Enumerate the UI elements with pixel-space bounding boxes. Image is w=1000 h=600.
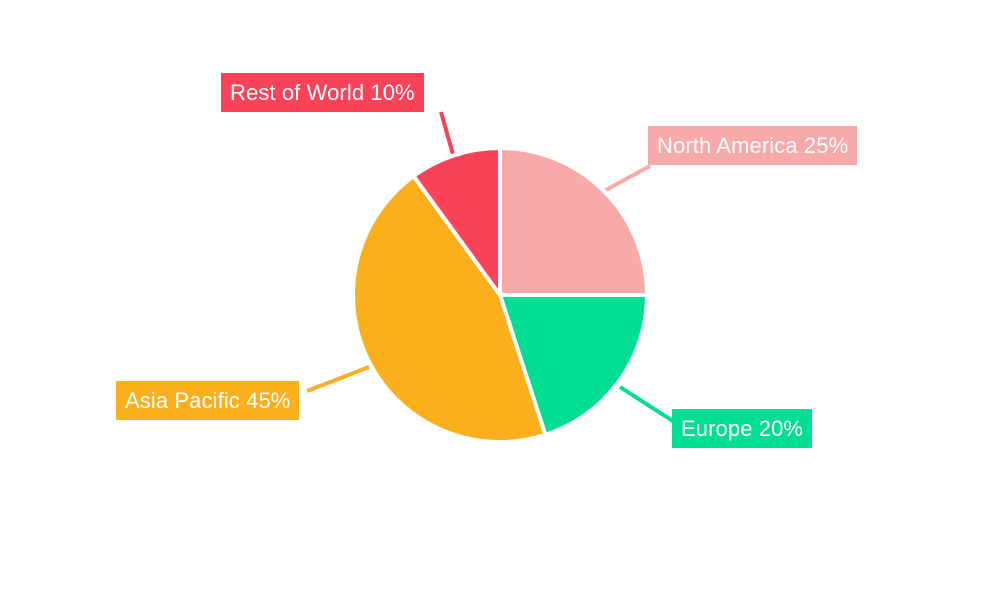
pie-slice-rest-of-world[interactable] xyxy=(410,145,502,302)
pie-label-rest-of-world[interactable]: Rest of World 10% xyxy=(221,73,424,112)
pie-label-asia-pacific[interactable]: Asia Pacific 45% xyxy=(116,381,300,420)
leader-line-europe xyxy=(618,385,678,425)
pie-label-asia-pacific-text: Asia Pacific 45% xyxy=(125,387,291,413)
pie-slice-asia-pacific[interactable] xyxy=(350,173,548,444)
leader-line-rest-of-world xyxy=(439,111,456,159)
pie-label-rest-of-world-text: Rest of World 10% xyxy=(230,79,415,105)
pie-label-north-america[interactable]: North America 25% xyxy=(648,126,858,165)
pie-slice-north-america[interactable] xyxy=(498,145,650,297)
leader-line-north-america xyxy=(603,164,651,193)
leader-line-asia-pacific xyxy=(306,365,370,393)
pie-label-europe[interactable]: Europe 20% xyxy=(672,409,813,448)
pie-slice-europe[interactable] xyxy=(497,293,650,438)
pie-label-europe-text: Europe 20% xyxy=(681,415,804,441)
pie-label-north-america-text: North America 25% xyxy=(657,132,849,158)
